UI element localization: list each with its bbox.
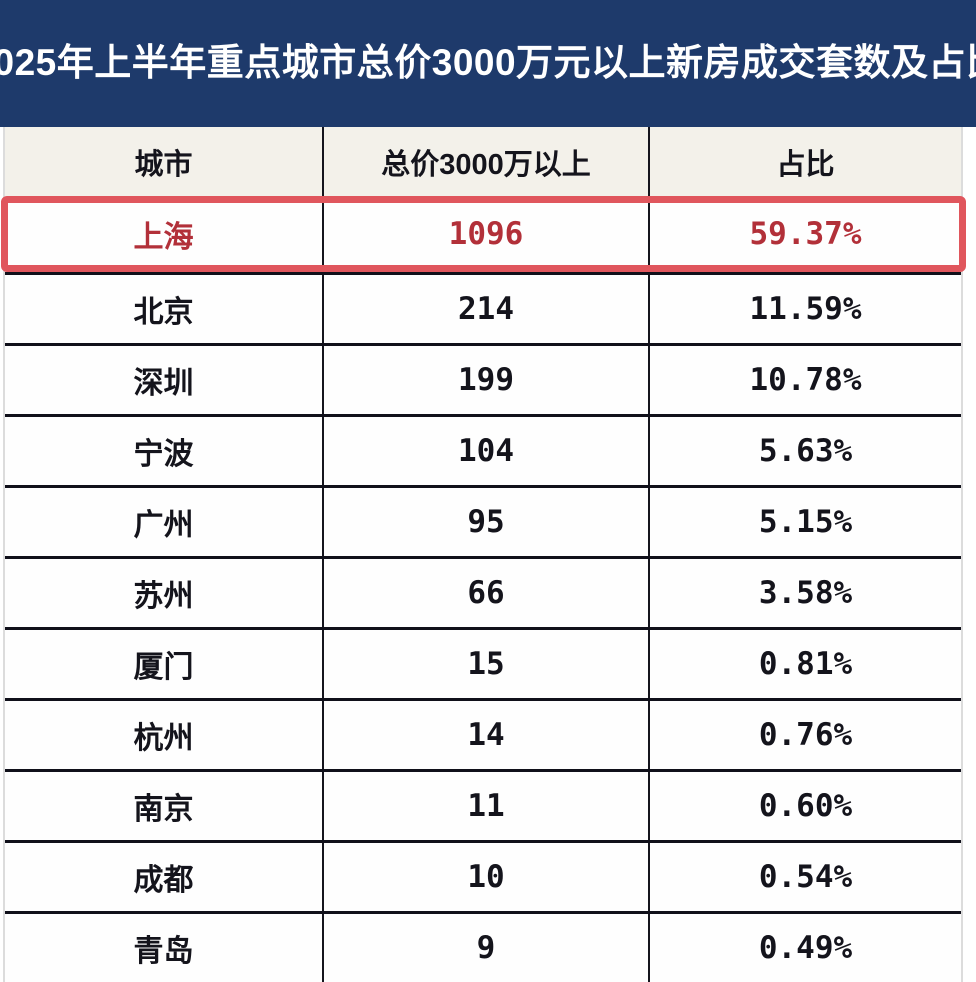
table-header-row: 城市 总价3000万以上 占比	[5, 127, 961, 196]
table-row-宁波: 宁波 104 5.63%	[5, 414, 961, 485]
city-cell: 广州	[133, 509, 194, 542]
share-cell: 5.15%	[648, 488, 961, 556]
count-cell: 104	[322, 417, 648, 485]
share-cell: 0.54%	[648, 843, 961, 911]
count-cell: 214	[322, 275, 648, 343]
city-cell: 成都	[133, 864, 194, 897]
city-cell: 杭州	[133, 722, 194, 755]
table-row-深圳: 深圳 199 10.78%	[5, 343, 961, 414]
table-row-杭州: 杭州 14 0.76%	[5, 698, 961, 769]
city-cell: 北京	[133, 296, 194, 329]
table-row-青岛: 青岛 9 0.49%	[5, 911, 961, 982]
share-cell: 5.63%	[648, 417, 961, 485]
table-row-南京: 南京 11 0.60%	[5, 769, 961, 840]
city-cell: 苏州	[133, 580, 194, 613]
column-header-share: 占比	[648, 127, 961, 196]
city-cell: 青岛	[133, 935, 194, 968]
share-cell: 3.58%	[648, 559, 961, 627]
title-banner: 2025年上半年重点城市总价3000万元以上新房成交套数及占比	[0, 0, 976, 127]
count-cell: 9	[322, 914, 648, 982]
page-title: 2025年上半年重点城市总价3000万元以上新房成交套数及占比	[0, 42, 976, 84]
count-cell: 66	[322, 559, 648, 627]
city-cell: 上海	[133, 221, 194, 254]
table-row-北京: 北京 214 11.59%	[5, 272, 961, 343]
count-cell: 11	[322, 772, 648, 840]
share-cell: 59.37%	[648, 196, 961, 272]
city-cell: 厦门	[133, 651, 194, 684]
city-cell: 宁波	[133, 438, 194, 471]
city-cell: 南京	[133, 793, 194, 826]
count-cell: 95	[322, 488, 648, 556]
count-cell: 14	[322, 701, 648, 769]
share-cell: 0.76%	[648, 701, 961, 769]
table-row-上海: 上海 1096 59.37%	[1, 196, 966, 272]
data-table: 城市 总价3000万以上 占比 上海 1096 59.37% 北京 214 11…	[1, 127, 966, 982]
count-cell: 1096	[322, 196, 648, 272]
table-row-广州: 广州 95 5.15%	[5, 485, 961, 556]
column-header-city: 城市	[134, 148, 193, 181]
count-cell: 199	[322, 346, 648, 414]
table-body: 上海 1096 59.37% 北京 214 11.59% 深圳 199 10.7…	[1, 196, 966, 982]
share-cell: 0.81%	[648, 630, 961, 698]
share-cell: 11.59%	[648, 275, 961, 343]
share-cell: 0.60%	[648, 772, 961, 840]
share-cell: 10.78%	[648, 346, 961, 414]
table-row-厦门: 厦门 15 0.81%	[5, 627, 961, 698]
table-row-苏州: 苏州 66 3.58%	[5, 556, 961, 627]
count-cell: 10	[322, 843, 648, 911]
city-cell: 深圳	[133, 367, 194, 400]
table-row-成都: 成都 10 0.54%	[5, 840, 961, 911]
share-cell: 0.49%	[648, 914, 961, 982]
count-cell: 15	[322, 630, 648, 698]
column-header-count: 总价3000万以上	[322, 127, 648, 196]
